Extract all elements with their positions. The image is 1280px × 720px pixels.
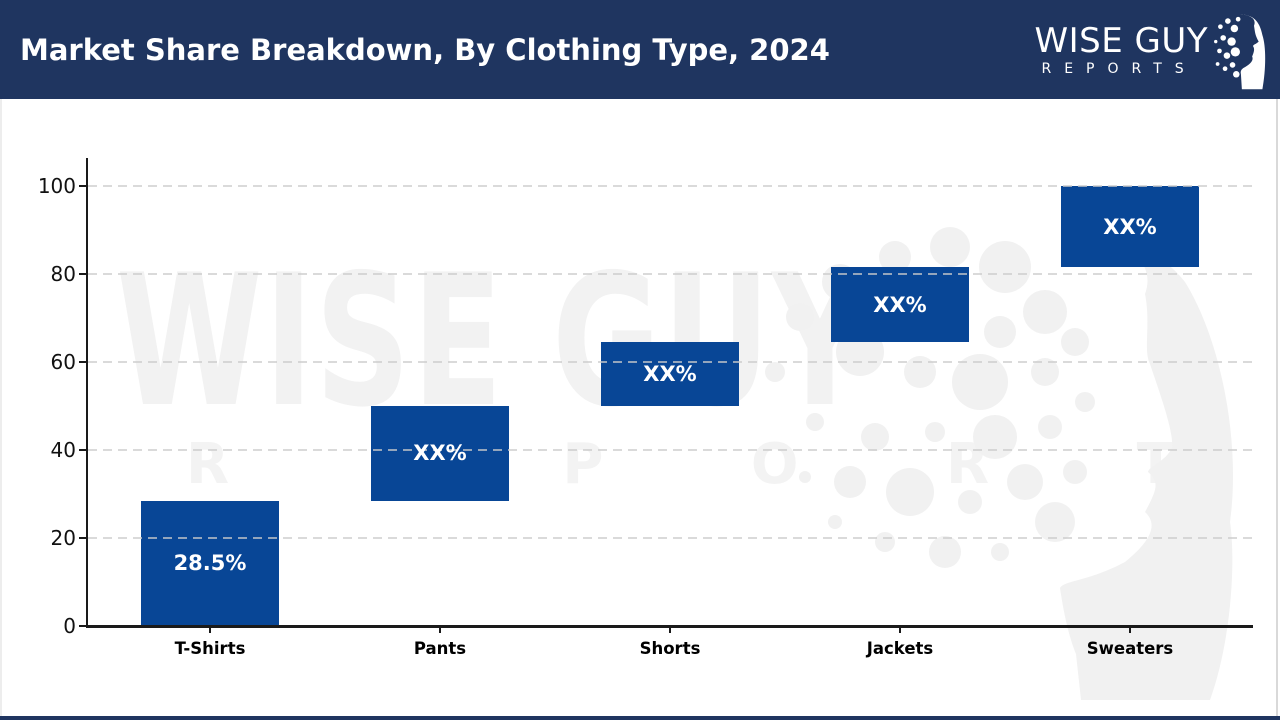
gridline-20 bbox=[88, 537, 1256, 539]
brand-subtitle: REPORTS bbox=[1041, 61, 1197, 77]
y-tick-label-0: 0 bbox=[63, 614, 76, 638]
chart-title: Market Share Breakdown, By Clothing Type… bbox=[20, 32, 830, 67]
bar-jackets bbox=[831, 267, 969, 343]
bar-t-shirts bbox=[141, 500, 279, 626]
x-axis-spine bbox=[86, 625, 1253, 628]
y-tick-mark-0 bbox=[79, 625, 88, 627]
y-tick-mark-40 bbox=[79, 449, 88, 451]
category-label-shorts: Shorts bbox=[639, 639, 701, 658]
gridline-80 bbox=[88, 273, 1256, 275]
bar-value-label-t-shirts: 28.5% bbox=[173, 551, 247, 576]
watermark-reports-text: R E P O R T S bbox=[186, 432, 1280, 497]
x-tick-mark-sweaters bbox=[1129, 627, 1131, 633]
page-right-border bbox=[1276, 99, 1278, 716]
footer-bar bbox=[0, 716, 1280, 720]
y-tick-mark-20 bbox=[79, 537, 88, 539]
bar-shorts bbox=[601, 342, 739, 406]
y-tick-label-80: 80 bbox=[50, 262, 76, 286]
y-tick-mark-100 bbox=[79, 185, 88, 187]
category-label-t-shirts: T-Shirts bbox=[174, 639, 246, 658]
gridline-40 bbox=[88, 449, 1256, 451]
y-tick-label-100: 100 bbox=[37, 174, 76, 198]
y-tick-mark-80 bbox=[79, 273, 88, 275]
header-bar: Market Share Breakdown, By Clothing Type… bbox=[0, 0, 1280, 99]
category-label-pants: Pants bbox=[413, 639, 467, 658]
y-tick-label-20: 20 bbox=[50, 526, 76, 550]
bar-sweaters bbox=[1061, 186, 1199, 268]
bar-value-label-pants: XX% bbox=[413, 441, 467, 466]
category-label-sweaters: Sweaters bbox=[1086, 639, 1174, 658]
watermark-brand-text: WISE GUY bbox=[116, 235, 870, 447]
gridline-100 bbox=[88, 185, 1256, 187]
brand-logo-text: WISE GUY REPORTS bbox=[1034, 24, 1208, 76]
brand-name: WISE GUY bbox=[1034, 21, 1208, 61]
bar-value-label-shorts: XX% bbox=[643, 362, 697, 387]
x-tick-mark-jackets bbox=[899, 627, 901, 633]
brand-logo: WISE GUY REPORTS bbox=[1034, 6, 1268, 94]
y-tick-mark-60 bbox=[79, 361, 88, 363]
x-tick-mark-t-shirts bbox=[209, 627, 211, 633]
x-tick-mark-shorts bbox=[669, 627, 671, 633]
x-tick-mark-pants bbox=[439, 627, 441, 633]
bar-pants bbox=[371, 406, 509, 501]
bar-value-label-jackets: XX% bbox=[873, 292, 927, 317]
y-tick-label-60: 60 bbox=[50, 350, 76, 374]
bar-value-label-sweaters: XX% bbox=[1103, 214, 1157, 239]
wiseguy-face-logo-icon bbox=[1214, 14, 1266, 90]
category-label-jackets: Jackets bbox=[866, 639, 934, 658]
y-tick-label-40: 40 bbox=[50, 438, 76, 462]
y-axis-spine bbox=[86, 158, 88, 627]
gridline-60 bbox=[88, 361, 1256, 363]
page-left-border bbox=[0, 99, 2, 716]
wiseguy-face-watermark-icon bbox=[765, 227, 1234, 700]
